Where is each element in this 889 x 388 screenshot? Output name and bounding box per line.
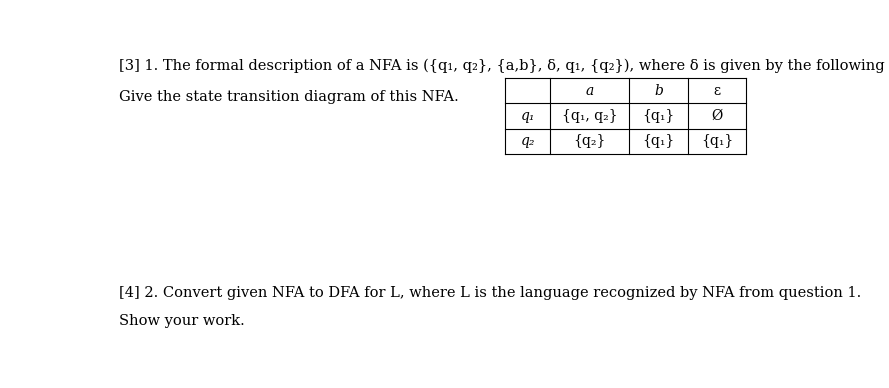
Text: ε: ε	[714, 84, 721, 98]
Text: {q₁, q₂}: {q₁, q₂}	[562, 109, 618, 123]
Text: q₂: q₂	[520, 134, 535, 149]
Text: {q₂}: {q₂}	[573, 134, 605, 149]
Text: {q₁}: {q₁}	[643, 134, 675, 149]
Text: Show your work.: Show your work.	[119, 314, 245, 328]
Text: b: b	[654, 84, 663, 98]
Text: Ø: Ø	[711, 109, 723, 123]
Text: [3] 1. The formal description of a NFA is ({q₁, q₂}, {a,b}, δ, q₁, {q₂}), where : [3] 1. The formal description of a NFA i…	[119, 59, 889, 73]
Text: {q₁}: {q₁}	[643, 109, 675, 123]
Text: [4] 2. Convert given NFA to DFA for L, where L is the language recognized by NFA: [4] 2. Convert given NFA to DFA for L, w…	[119, 286, 861, 300]
Text: Give the state transition diagram of this NFA.: Give the state transition diagram of thi…	[119, 90, 459, 104]
Text: a: a	[586, 84, 594, 98]
Text: q₁: q₁	[520, 109, 535, 123]
Text: {q₁}: {q₁}	[701, 134, 733, 149]
